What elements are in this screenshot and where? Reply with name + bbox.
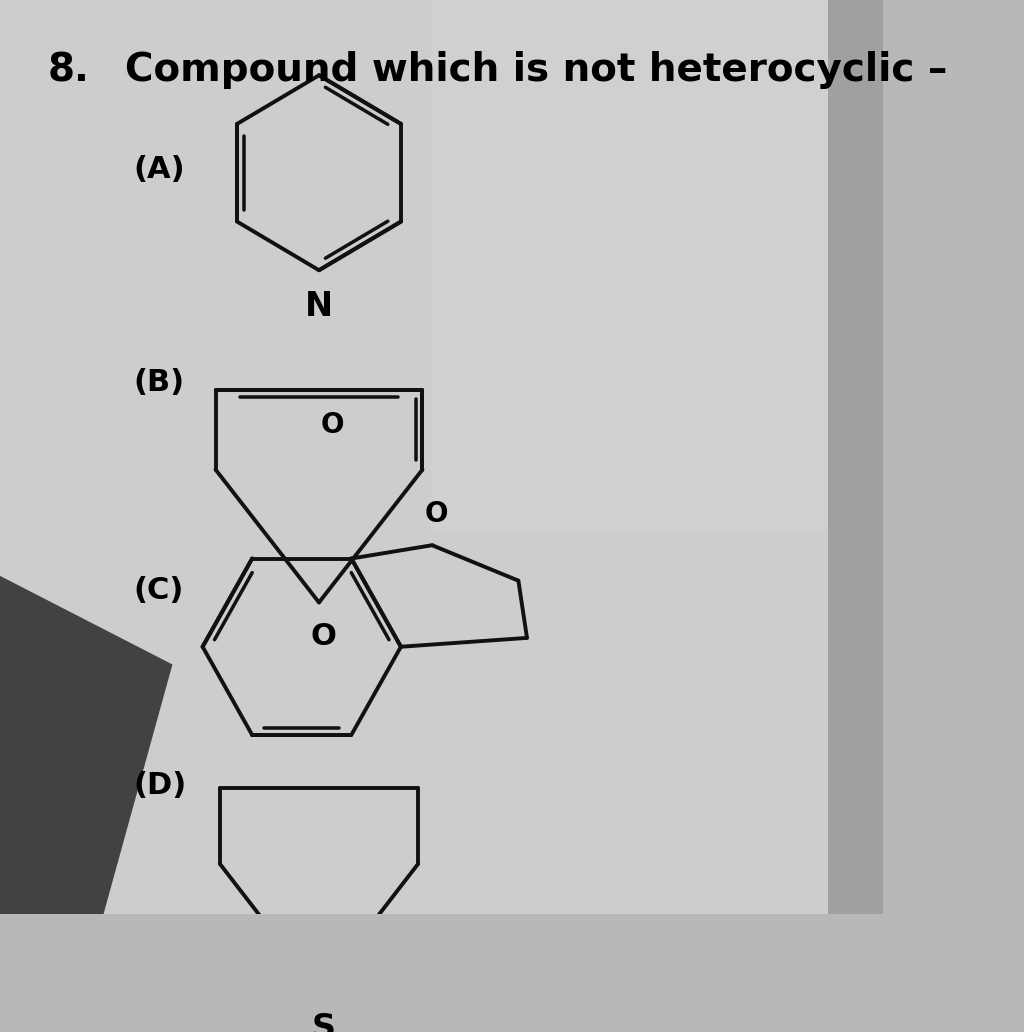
- Text: (B): (B): [134, 367, 184, 396]
- Text: O: O: [310, 622, 336, 651]
- Text: Compound which is not heterocyclic –: Compound which is not heterocyclic –: [125, 52, 947, 90]
- Bar: [827, 0, 883, 914]
- Text: O: O: [425, 499, 449, 527]
- Text: 8.: 8.: [47, 52, 89, 90]
- Text: O: O: [321, 412, 344, 440]
- Text: (A): (A): [134, 155, 185, 184]
- Text: (D): (D): [134, 771, 187, 800]
- Text: (C): (C): [134, 576, 184, 605]
- Polygon shape: [0, 576, 172, 914]
- Text: S: S: [311, 1011, 335, 1032]
- Bar: [431, 0, 827, 531]
- Text: N: N: [305, 290, 333, 323]
